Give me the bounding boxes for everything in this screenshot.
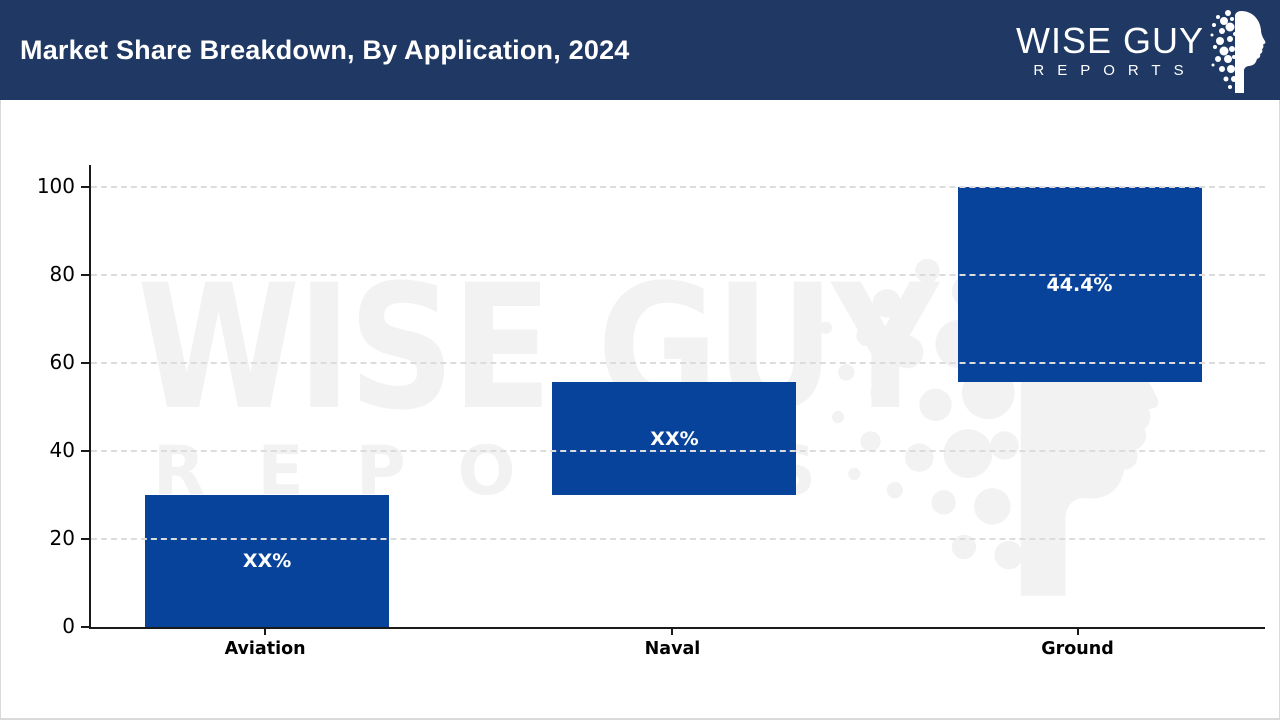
logo-head-icon — [1210, 10, 1266, 93]
gridline — [91, 538, 1265, 540]
y-tick-label: 60 — [49, 350, 75, 374]
gridline — [91, 274, 1265, 276]
bar-value-label: XX% — [650, 427, 699, 450]
x-tick-mark — [1076, 627, 1079, 635]
x-tick-mark — [671, 627, 674, 635]
y-tick-mark — [81, 362, 89, 364]
y-tick-label: 0 — [62, 614, 75, 638]
logo-wiseguy-text: WISE GUY — [1015, 19, 1204, 61]
y-tick-mark — [81, 450, 89, 452]
page-title: Market Share Breakdown, By Application, … — [20, 34, 630, 65]
x-category-label: Ground — [1041, 639, 1114, 659]
y-tick-mark — [81, 626, 89, 628]
x-category-label: Naval — [644, 639, 701, 659]
bar-aviation: XX% — [145, 495, 390, 627]
gridline — [91, 186, 1265, 188]
x-tick-mark — [264, 627, 267, 635]
bar-naval: XX% — [552, 382, 797, 495]
y-tick-label: 20 — [49, 526, 75, 550]
gridline — [91, 450, 1265, 452]
y-tick-mark — [81, 274, 89, 276]
chart-region: WISE GUY REPORTS XX% XX% 44.4% 0 20 40 60 80 — [0, 100, 1280, 720]
logo-text: WISE GUY REPORTS — [1015, 19, 1204, 79]
y-tick-label: 100 — [36, 174, 75, 198]
bar-ground: 44.4% — [957, 187, 1202, 383]
gridline — [91, 362, 1265, 364]
header: Market Share Breakdown, By Application, … — [0, 0, 1280, 100]
y-tick-label: 80 — [49, 262, 75, 286]
bar-value-label: XX% — [242, 550, 292, 572]
plot-area: XX% XX% 44.4% — [89, 165, 1265, 629]
y-tick-mark — [81, 186, 89, 188]
x-category-label: Aviation — [224, 639, 306, 659]
y-tick-label: 40 — [49, 438, 75, 462]
logo-reports-text: REPORTS — [1033, 61, 1197, 79]
bar-value-label: 44.4% — [1046, 273, 1113, 296]
watermark-wiseguy-text: WISE GUY — [137, 247, 939, 448]
wise-guy-logo: WISE GUY REPORTS — [1016, 7, 1270, 93]
y-tick-mark — [81, 538, 89, 540]
